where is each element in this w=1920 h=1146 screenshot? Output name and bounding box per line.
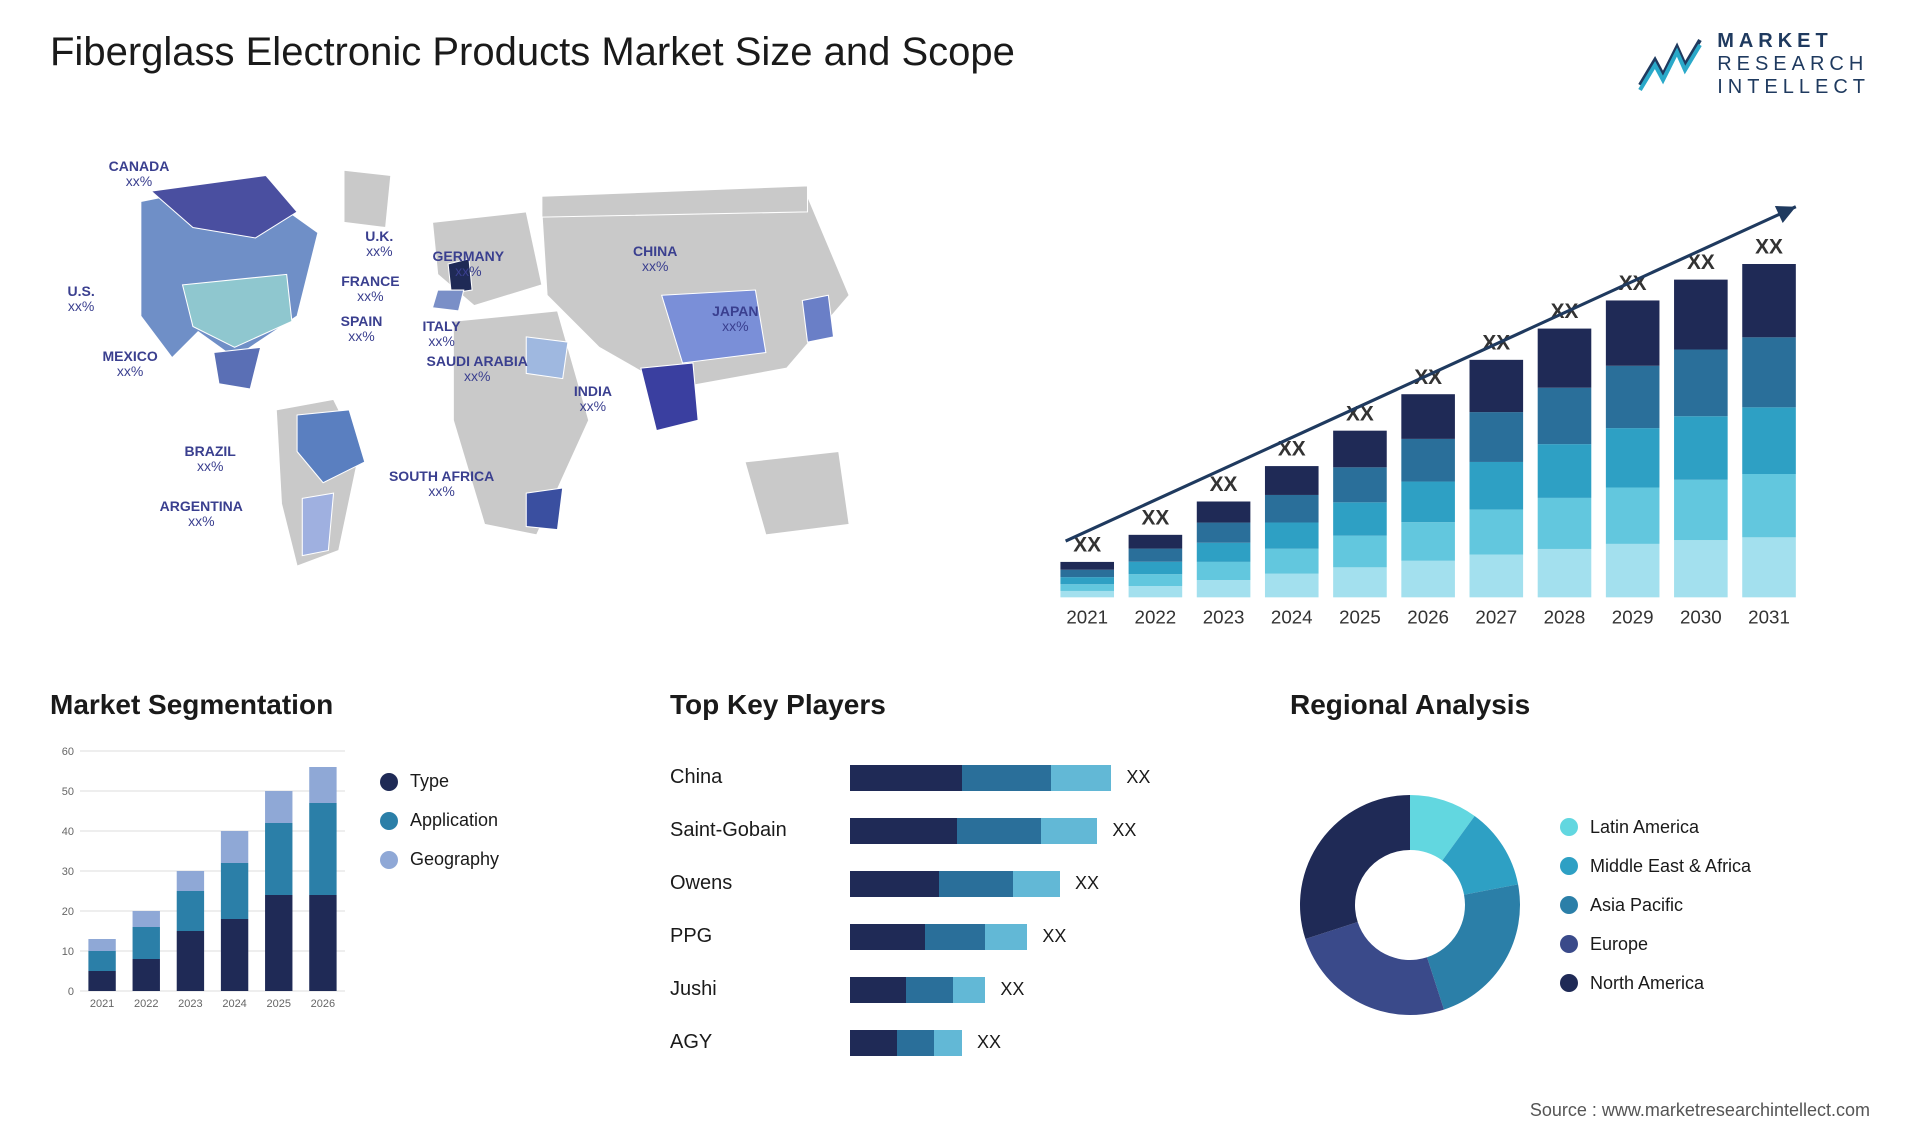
page-title: Fiberglass Electronic Products Market Si… xyxy=(50,30,1015,75)
legend-item: Application xyxy=(380,810,630,831)
svg-text:XX: XX xyxy=(1210,473,1238,496)
map-label: SOUTH AFRICAxx% xyxy=(389,469,494,500)
svg-text:2025: 2025 xyxy=(267,998,291,1010)
segmentation-title: Market Segmentation xyxy=(50,689,630,721)
svg-text:XX: XX xyxy=(1755,236,1783,259)
player-row: XX xyxy=(850,977,1250,1003)
map-label: U.S.xx% xyxy=(68,284,95,315)
growth-chart-panel: XX2021XX2022XX2023XX2024XX2025XX2026XX20… xyxy=(980,139,1870,639)
player-row: XX xyxy=(850,1030,1250,1056)
players-title: Top Key Players xyxy=(670,689,1250,721)
svg-text:2025: 2025 xyxy=(1339,606,1381,627)
svg-text:0: 0 xyxy=(68,986,74,998)
legend-item: Europe xyxy=(1560,934,1870,955)
legend-item: North America xyxy=(1560,973,1870,994)
legend-item: Latin America xyxy=(1560,817,1870,838)
player-row: XX xyxy=(850,871,1250,897)
regional-legend: Latin America Middle East & Africa Asia Pa… xyxy=(1560,817,1870,994)
source-attribution: Source : www.marketresearchintellect.com xyxy=(1530,1100,1870,1121)
growth-chart: XX2021XX2022XX2023XX2024XX2025XX2026XX20… xyxy=(980,139,1870,639)
svg-text:2027: 2027 xyxy=(1475,606,1517,627)
svg-text:2023: 2023 xyxy=(1203,606,1245,627)
svg-text:2022: 2022 xyxy=(1135,606,1177,627)
map-label: ARGENTINAxx% xyxy=(160,499,243,530)
player-row: XX xyxy=(850,765,1250,791)
player-name: Jushi xyxy=(670,978,820,1001)
map-label: SAUDI ARABIAxx% xyxy=(427,354,528,385)
map-label: GERMANYxx% xyxy=(433,249,505,280)
player-name: Saint-Gobain xyxy=(670,819,820,842)
map-label: ITALYxx% xyxy=(423,319,461,350)
svg-text:2021: 2021 xyxy=(90,998,114,1010)
svg-text:2021: 2021 xyxy=(1066,606,1108,627)
regional-title: Regional Analysis xyxy=(1290,689,1870,721)
regional-panel: Regional Analysis Latin America Middle Ea… xyxy=(1290,689,1870,1069)
player-row: XX xyxy=(850,924,1250,950)
regional-donut xyxy=(1290,785,1530,1025)
world-map-panel: CANADAxx% U.S.xx% MEXICOxx% BRAZILxx% ARGENT… xyxy=(50,139,940,639)
svg-text:40: 40 xyxy=(62,826,74,838)
logo-line1: MARKET xyxy=(1717,30,1870,53)
legend-item: Asia Pacific xyxy=(1560,895,1870,916)
logo-line3: INTELLECT xyxy=(1717,76,1870,99)
svg-text:2024: 2024 xyxy=(222,998,246,1010)
svg-text:2030: 2030 xyxy=(1680,606,1722,627)
map-label: BRAZILxx% xyxy=(185,444,236,475)
map-label: JAPANxx% xyxy=(712,304,758,335)
legend-item: Geography xyxy=(380,849,630,870)
brand-logo: MARKET RESEARCH INTELLECT xyxy=(1635,30,1870,99)
svg-text:2026: 2026 xyxy=(311,998,335,1010)
svg-text:50: 50 xyxy=(62,786,74,798)
map-label: MEXICOxx% xyxy=(102,349,157,380)
map-label: CANADAxx% xyxy=(109,159,170,190)
map-label: INDIAxx% xyxy=(574,384,612,415)
svg-text:2023: 2023 xyxy=(178,998,202,1010)
player-name: PPG xyxy=(670,925,820,948)
map-label: SPAINxx% xyxy=(341,314,383,345)
logo-line2: RESEARCH xyxy=(1717,53,1870,76)
legend-item: Type xyxy=(380,771,630,792)
player-row: XX xyxy=(850,818,1250,844)
svg-text:2028: 2028 xyxy=(1544,606,1586,627)
legend-item: Middle East & Africa xyxy=(1560,856,1870,877)
svg-text:2022: 2022 xyxy=(134,998,158,1010)
map-label: U.K.xx% xyxy=(365,229,393,260)
player-labels: China Saint-Gobain Owens PPG Jushi AGY xyxy=(670,741,820,1069)
player-name: China xyxy=(670,766,820,789)
map-label: FRANCExx% xyxy=(341,274,399,305)
map-label: CHINAxx% xyxy=(633,244,677,275)
svg-text:30: 30 xyxy=(62,866,74,878)
svg-text:10: 10 xyxy=(62,946,74,958)
segmentation-legend: Type Application Geography xyxy=(380,741,630,1069)
player-name: AGY xyxy=(670,1031,820,1054)
svg-text:2031: 2031 xyxy=(1748,606,1790,627)
logo-icon xyxy=(1635,35,1705,95)
svg-text:2026: 2026 xyxy=(1407,606,1449,627)
svg-text:20: 20 xyxy=(62,906,74,918)
world-map xyxy=(50,139,940,639)
svg-text:60: 60 xyxy=(62,746,74,758)
segmentation-chart: 0 10 20 30 40 50 60 2021 2022 2023 2024 2025 2026 xyxy=(50,741,350,1021)
svg-text:2024: 2024 xyxy=(1271,606,1313,627)
player-name: Owens xyxy=(670,872,820,895)
svg-text:2029: 2029 xyxy=(1612,606,1654,627)
segmentation-panel: Market Segmentation 0 10 20 30 40 50 60 2021 202… xyxy=(50,689,630,1069)
players-panel: Top Key Players China Saint-Gobain Owens PP… xyxy=(670,689,1250,1069)
svg-text:XX: XX xyxy=(1141,506,1169,529)
player-bars: XX XX XX XX XX XX xyxy=(850,741,1250,1069)
